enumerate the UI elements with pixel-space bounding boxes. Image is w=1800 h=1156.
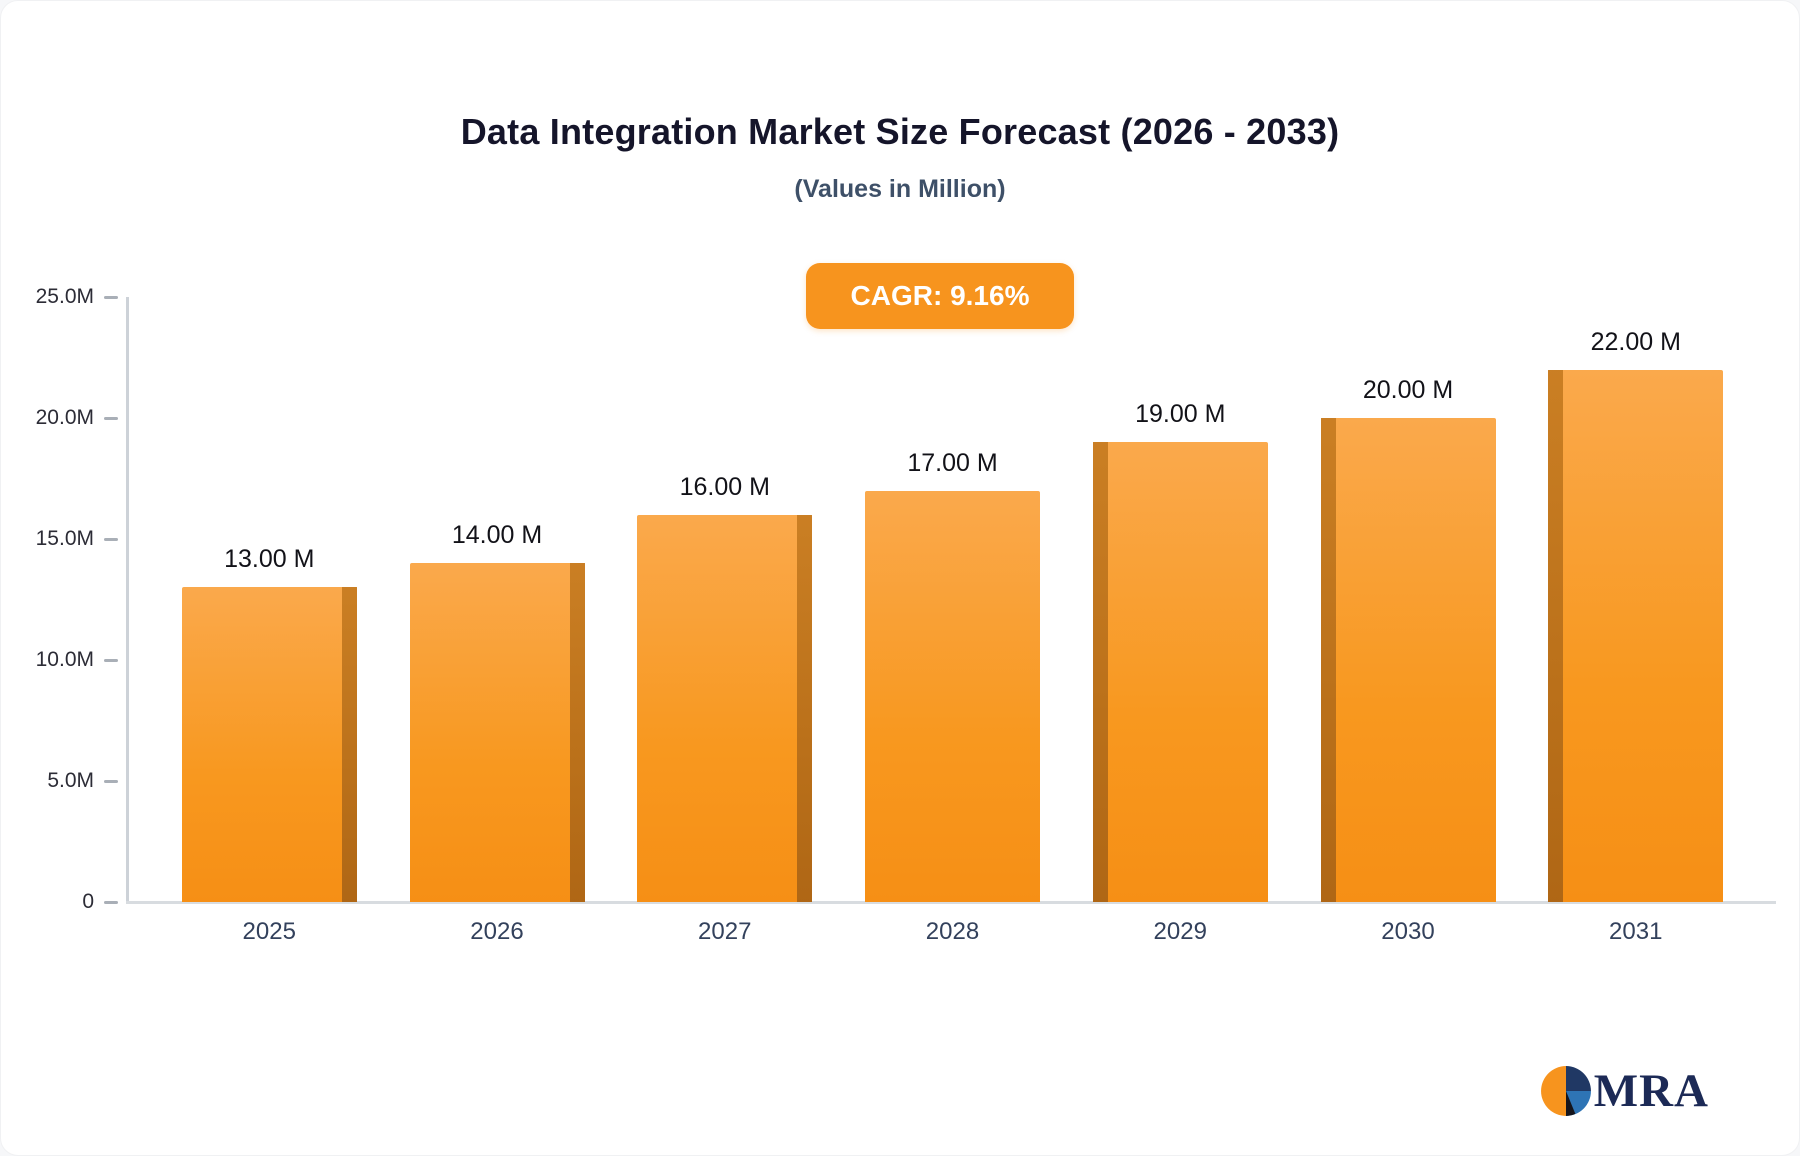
y-tick-label: 0 bbox=[82, 890, 94, 913]
y-tick-label: 10.0M bbox=[35, 648, 94, 671]
y-tick-mark bbox=[104, 658, 118, 662]
bar-2027: 16.00 M bbox=[637, 473, 813, 902]
chart-subtitle: (Values in Million) bbox=[794, 175, 1006, 203]
bar-fill bbox=[409, 563, 585, 902]
x-axis-label-2028: 2028 bbox=[925, 918, 980, 945]
bar-value-label: 17.00 M bbox=[907, 448, 998, 477]
bar-fill bbox=[637, 514, 813, 902]
y-tick-5.0M: 5.0M bbox=[47, 769, 126, 793]
bar-fill bbox=[1548, 369, 1724, 902]
bars-container: 13.00 M 14.00 M 16.00 M 17.00 M 19.00 M 20.00… bbox=[129, 297, 1776, 902]
cagr-badge: CAGR: 9.16% bbox=[806, 263, 1074, 329]
bar-2031: 22.00 M bbox=[1548, 328, 1724, 902]
bar-value-label: 20.00 M bbox=[1362, 376, 1454, 404]
y-tick-mark bbox=[104, 779, 118, 783]
y-tick-0: 0 bbox=[82, 890, 126, 914]
bar-3d-shade bbox=[1320, 418, 1336, 902]
y-tick-20.0M: 20.0M bbox=[36, 406, 126, 430]
y-tick-mark bbox=[104, 295, 118, 299]
bar-value-label: 16.00 M bbox=[679, 472, 770, 501]
bar-3d-shade bbox=[797, 514, 813, 902]
bar-fill bbox=[1092, 442, 1268, 902]
bar-2029: 19.00 M bbox=[1092, 400, 1268, 902]
y-tick-label: 20.0M bbox=[35, 406, 94, 429]
x-axis-label-2025: 2025 bbox=[242, 918, 296, 945]
brand-logo-text: MRA bbox=[1593, 1064, 1709, 1117]
brand-logo: MRA bbox=[1540, 1065, 1709, 1117]
bar-value-label: 13.00 M bbox=[224, 545, 315, 574]
y-tick-25.0M: 25.0M bbox=[36, 285, 126, 309]
bar-value-label: 19.00 M bbox=[1135, 400, 1226, 429]
brand-logo-icon bbox=[1540, 1066, 1591, 1116]
plot-area: 0 5.0M 10.0M 15.0M 20.0M 25.0M 13.00 M 14.00 M… bbox=[36, 285, 1776, 945]
bar-fill bbox=[181, 587, 357, 902]
chart-title: Data Integration Market Size Forecast (2… bbox=[460, 111, 1340, 152]
y-tick-mark bbox=[104, 537, 118, 541]
bar-value-label: 22.00 M bbox=[1590, 327, 1681, 356]
y-tick-label: 5.0M bbox=[47, 769, 94, 792]
bar-2030: 20.00 M bbox=[1320, 376, 1496, 902]
y-tick-mark bbox=[104, 416, 118, 420]
y-tick-mark bbox=[104, 900, 118, 904]
bar-2026: 14.00 M bbox=[409, 521, 585, 902]
x-axis-label-2030: 2030 bbox=[1381, 918, 1435, 945]
bar-2028: 17.00 M bbox=[865, 449, 1040, 902]
bar-fill bbox=[1320, 418, 1496, 902]
cagr-badge-label: CAGR: 9.16% bbox=[850, 280, 1030, 311]
y-tick-15.0M: 15.0M bbox=[36, 527, 126, 551]
bar-2025: 13.00 M bbox=[181, 545, 357, 902]
x-axis-label-2029: 2029 bbox=[1153, 918, 1207, 945]
bar-3d-shade bbox=[1092, 442, 1108, 902]
x-axis-label-2027: 2027 bbox=[698, 918, 752, 945]
y-tick-label: 25.0M bbox=[35, 285, 94, 308]
y-tick-label: 15.0M bbox=[35, 527, 94, 550]
bar-3d-shade bbox=[341, 587, 357, 902]
y-axis-line bbox=[126, 297, 129, 902]
x-axis-line bbox=[126, 901, 1776, 904]
x-axis-labels: 2025 2026 2027 2028 2029 2030 2031 bbox=[129, 918, 1776, 946]
y-tick-10.0M: 10.0M bbox=[36, 648, 126, 672]
x-axis-label-2026: 2026 bbox=[470, 918, 524, 945]
x-axis-label-2031: 2031 bbox=[1609, 918, 1663, 945]
bar-3d-shade bbox=[1548, 369, 1564, 902]
bar-3d-shade bbox=[569, 563, 585, 902]
bar-fill bbox=[865, 490, 1040, 902]
bar-value-label: 14.00 M bbox=[451, 521, 543, 550]
